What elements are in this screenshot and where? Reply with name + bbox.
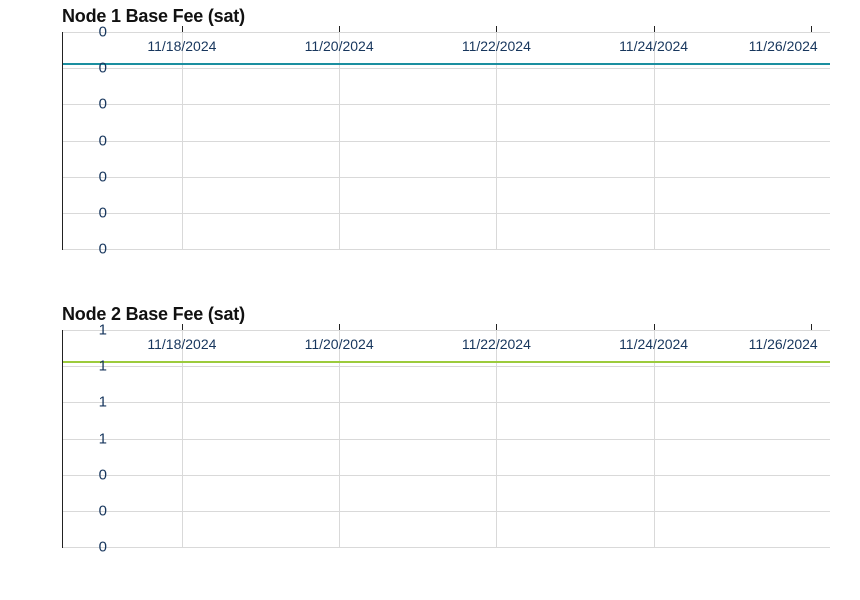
- gridline-h: [63, 547, 830, 548]
- gridline-h: [63, 249, 830, 250]
- xtick-mark: [496, 324, 497, 330]
- gridline-h: [63, 439, 830, 440]
- gridline-h: [63, 330, 830, 331]
- ytick-label: 0: [63, 502, 107, 519]
- ytick-label: 0: [63, 132, 107, 149]
- ytick-label: 0: [63, 539, 107, 556]
- gridline-h: [63, 511, 830, 512]
- xtick-label: 11/18/2024: [147, 38, 216, 54]
- xtick-label: 11/26/2024: [749, 38, 818, 54]
- xtick-mark: [811, 26, 812, 32]
- xtick-mark: [496, 26, 497, 32]
- xtick-mark: [654, 324, 655, 330]
- xtick-mark: [182, 324, 183, 330]
- data-line-node1[interactable]: [63, 63, 830, 66]
- ytick-label: 1: [63, 394, 107, 411]
- ytick-label: 0: [63, 96, 107, 113]
- xtick-label: 11/22/2024: [462, 38, 531, 54]
- ytick-label: 1: [63, 430, 107, 447]
- gridline-h: [63, 68, 830, 69]
- xtick-label: 11/18/2024: [147, 336, 216, 352]
- xtick-label: 11/24/2024: [619, 336, 688, 352]
- xtick-mark: [811, 324, 812, 330]
- xtick-label: 11/24/2024: [619, 38, 688, 54]
- plot-area-node1[interactable]: 0 0 0 0 0 0 0 11/18/2024 11/20/2024 11/2…: [62, 32, 830, 250]
- ytick-label: 0: [63, 204, 107, 221]
- gridline-h: [63, 366, 830, 367]
- xtick-mark: [339, 324, 340, 330]
- ytick-label: 0: [63, 466, 107, 483]
- gridline-h: [63, 104, 830, 105]
- plot-area-node2[interactable]: 1 1 1 1 0 0 0 11/18/2024 11/20/2024 11/2…: [62, 330, 830, 548]
- xtick-label: 11/22/2024: [462, 336, 531, 352]
- gridline-h: [63, 475, 830, 476]
- xtick-label: 11/26/2024: [749, 336, 818, 352]
- xtick-mark: [654, 26, 655, 32]
- ytick-label: 0: [63, 60, 107, 77]
- ytick-label: 1: [63, 358, 107, 375]
- gridline-h: [63, 177, 830, 178]
- gridline-h: [63, 213, 830, 214]
- xtick-mark: [182, 26, 183, 32]
- ytick-label: 1: [63, 322, 107, 339]
- chart-container-node2: Node 2 Base Fee (sat) 1 1 1 1 0 0 0: [0, 298, 860, 583]
- xtick-label: 11/20/2024: [305, 336, 374, 352]
- gridline-h: [63, 32, 830, 33]
- chart-container-node1: Node 1 Base Fee (sat) 0 0 0 0 0 0 0: [0, 0, 860, 285]
- xtick-mark: [339, 26, 340, 32]
- xtick-label: 11/20/2024: [305, 38, 374, 54]
- data-line-node2[interactable]: [63, 361, 830, 364]
- ytick-label: 0: [63, 241, 107, 258]
- ytick-label: 0: [63, 168, 107, 185]
- gridline-h: [63, 402, 830, 403]
- ytick-label: 0: [63, 24, 107, 41]
- chart-page: Node 1 Base Fee (sat) 0 0 0 0 0 0 0: [0, 0, 860, 600]
- gridline-h: [63, 141, 830, 142]
